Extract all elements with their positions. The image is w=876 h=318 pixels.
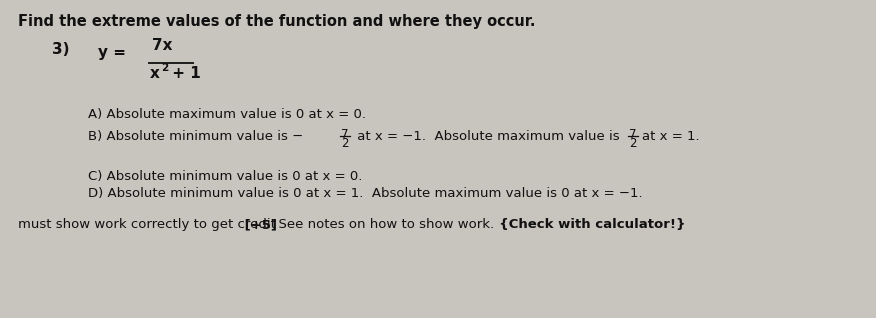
Text: [+5]: [+5] — [240, 218, 277, 231]
Text: 7: 7 — [341, 128, 349, 141]
Text: D) Absolute minimum value is 0 at x = 1.  Absolute maximum value is 0 at x = −1.: D) Absolute minimum value is 0 at x = 1.… — [88, 187, 643, 200]
Text: Find the extreme values of the function and where they occur.: Find the extreme values of the function … — [18, 14, 535, 29]
Text: 2: 2 — [161, 63, 168, 73]
Text: C) Absolute minimum value is 0 at x = 0.: C) Absolute minimum value is 0 at x = 0. — [88, 170, 363, 183]
Text: B) Absolute minimum value is −: B) Absolute minimum value is − — [88, 130, 303, 143]
Text: {Check with calculator!}: {Check with calculator!} — [490, 218, 686, 231]
Text: 2: 2 — [341, 137, 349, 150]
Text: A) Absolute maximum value is 0 at x = 0.: A) Absolute maximum value is 0 at x = 0. — [88, 108, 366, 121]
Text: 7x: 7x — [152, 38, 173, 53]
Text: 3): 3) — [52, 42, 69, 57]
Text: 2: 2 — [629, 137, 637, 150]
Text: + 1: + 1 — [167, 66, 201, 81]
Text: x: x — [150, 66, 160, 81]
Text: at x = −1.  Absolute maximum value is: at x = −1. Absolute maximum value is — [353, 130, 619, 143]
Text: 7: 7 — [629, 128, 637, 141]
Text: must show work correctly to get credit .: must show work correctly to get credit . — [18, 218, 284, 231]
Text: at x = 1.: at x = 1. — [642, 130, 700, 143]
Text: y =: y = — [98, 45, 126, 60]
Text: See notes on how to show work.: See notes on how to show work. — [270, 218, 494, 231]
